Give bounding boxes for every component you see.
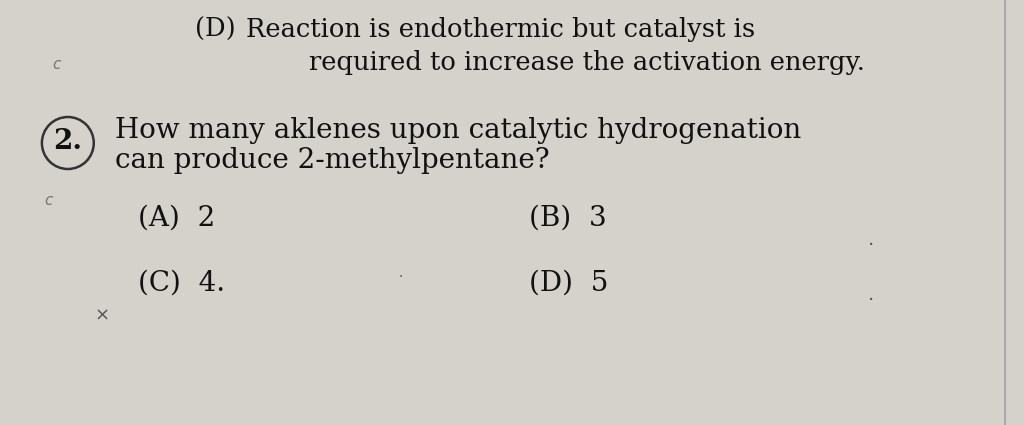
Text: 2.: 2.	[53, 128, 82, 155]
Text: Reaction is endothermic but catalyst is: Reaction is endothermic but catalyst is	[247, 17, 756, 42]
Text: (A)  2: (A) 2	[137, 205, 215, 232]
Text: (C)  4.: (C) 4.	[137, 270, 225, 297]
Text: ×: ×	[95, 307, 110, 325]
Text: (B)  3: (B) 3	[528, 205, 606, 232]
Text: required to increase the activation energy.: required to increase the activation ener…	[309, 50, 865, 75]
Text: can produce 2-methylpentane?: can produce 2-methylpentane?	[115, 147, 549, 174]
Text: (D)  5: (D) 5	[528, 270, 608, 297]
Text: (D): (D)	[195, 17, 236, 42]
Text: ·: ·	[399, 270, 403, 284]
Text: c: c	[44, 193, 52, 208]
Text: How many aklenes upon catalytic hydrogenation: How many aklenes upon catalytic hydrogen…	[115, 117, 801, 144]
Text: .: .	[868, 285, 874, 304]
Text: .: .	[868, 230, 874, 249]
Text: c: c	[52, 57, 60, 72]
